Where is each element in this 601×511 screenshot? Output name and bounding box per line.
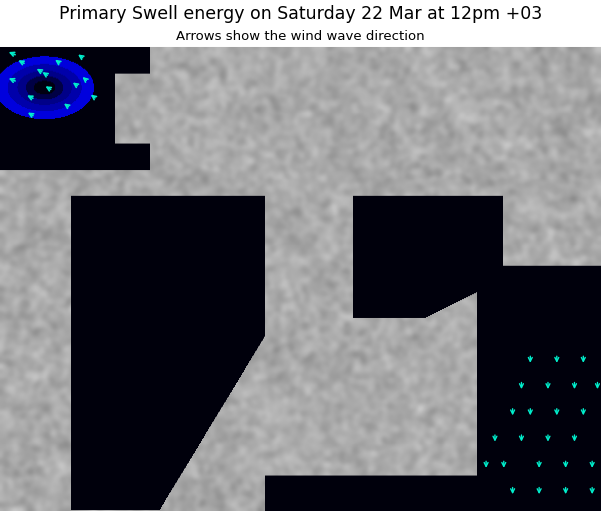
Text: Arrows show the wind wave direction: Arrows show the wind wave direction bbox=[176, 30, 425, 43]
Text: Primary Swell energy on Saturday 22 Mar at 12pm +03: Primary Swell energy on Saturday 22 Mar … bbox=[59, 5, 542, 23]
